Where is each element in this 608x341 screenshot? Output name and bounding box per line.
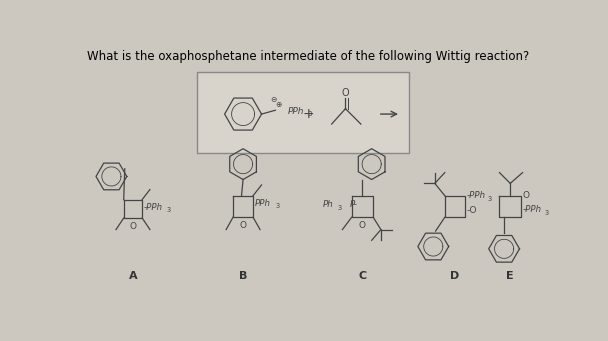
- Text: -PPh: -PPh: [143, 203, 163, 212]
- Text: PPh: PPh: [255, 199, 271, 208]
- Text: O: O: [240, 221, 247, 230]
- Text: 3: 3: [488, 196, 492, 202]
- Text: -PPh: -PPh: [466, 191, 486, 200]
- Text: 3: 3: [275, 204, 280, 209]
- Text: P-: P-: [350, 201, 358, 209]
- Text: ⊖: ⊖: [270, 95, 276, 104]
- Text: 3: 3: [308, 111, 313, 117]
- Text: -PPh: -PPh: [523, 205, 542, 214]
- Text: O: O: [130, 222, 136, 231]
- Text: A: A: [129, 271, 137, 281]
- Text: 3: 3: [337, 205, 342, 211]
- Text: 3: 3: [166, 207, 170, 213]
- Bar: [197, 72, 409, 152]
- Text: C: C: [358, 271, 367, 281]
- Text: O: O: [359, 221, 366, 230]
- Text: B: B: [239, 271, 247, 281]
- Text: ⊕: ⊕: [275, 100, 282, 109]
- Text: 3: 3: [544, 210, 548, 216]
- Text: O: O: [523, 191, 530, 200]
- Text: -O: -O: [466, 206, 477, 215]
- Text: PPh: PPh: [288, 107, 304, 116]
- Text: What is the oxaphosphetane intermediate of the following Wittig reaction?: What is the oxaphosphetane intermediate …: [87, 50, 529, 63]
- Text: +: +: [303, 107, 314, 121]
- Text: D: D: [450, 271, 460, 281]
- Text: E: E: [506, 271, 514, 281]
- Text: Ph: Ph: [322, 201, 333, 209]
- Text: O: O: [342, 88, 349, 98]
